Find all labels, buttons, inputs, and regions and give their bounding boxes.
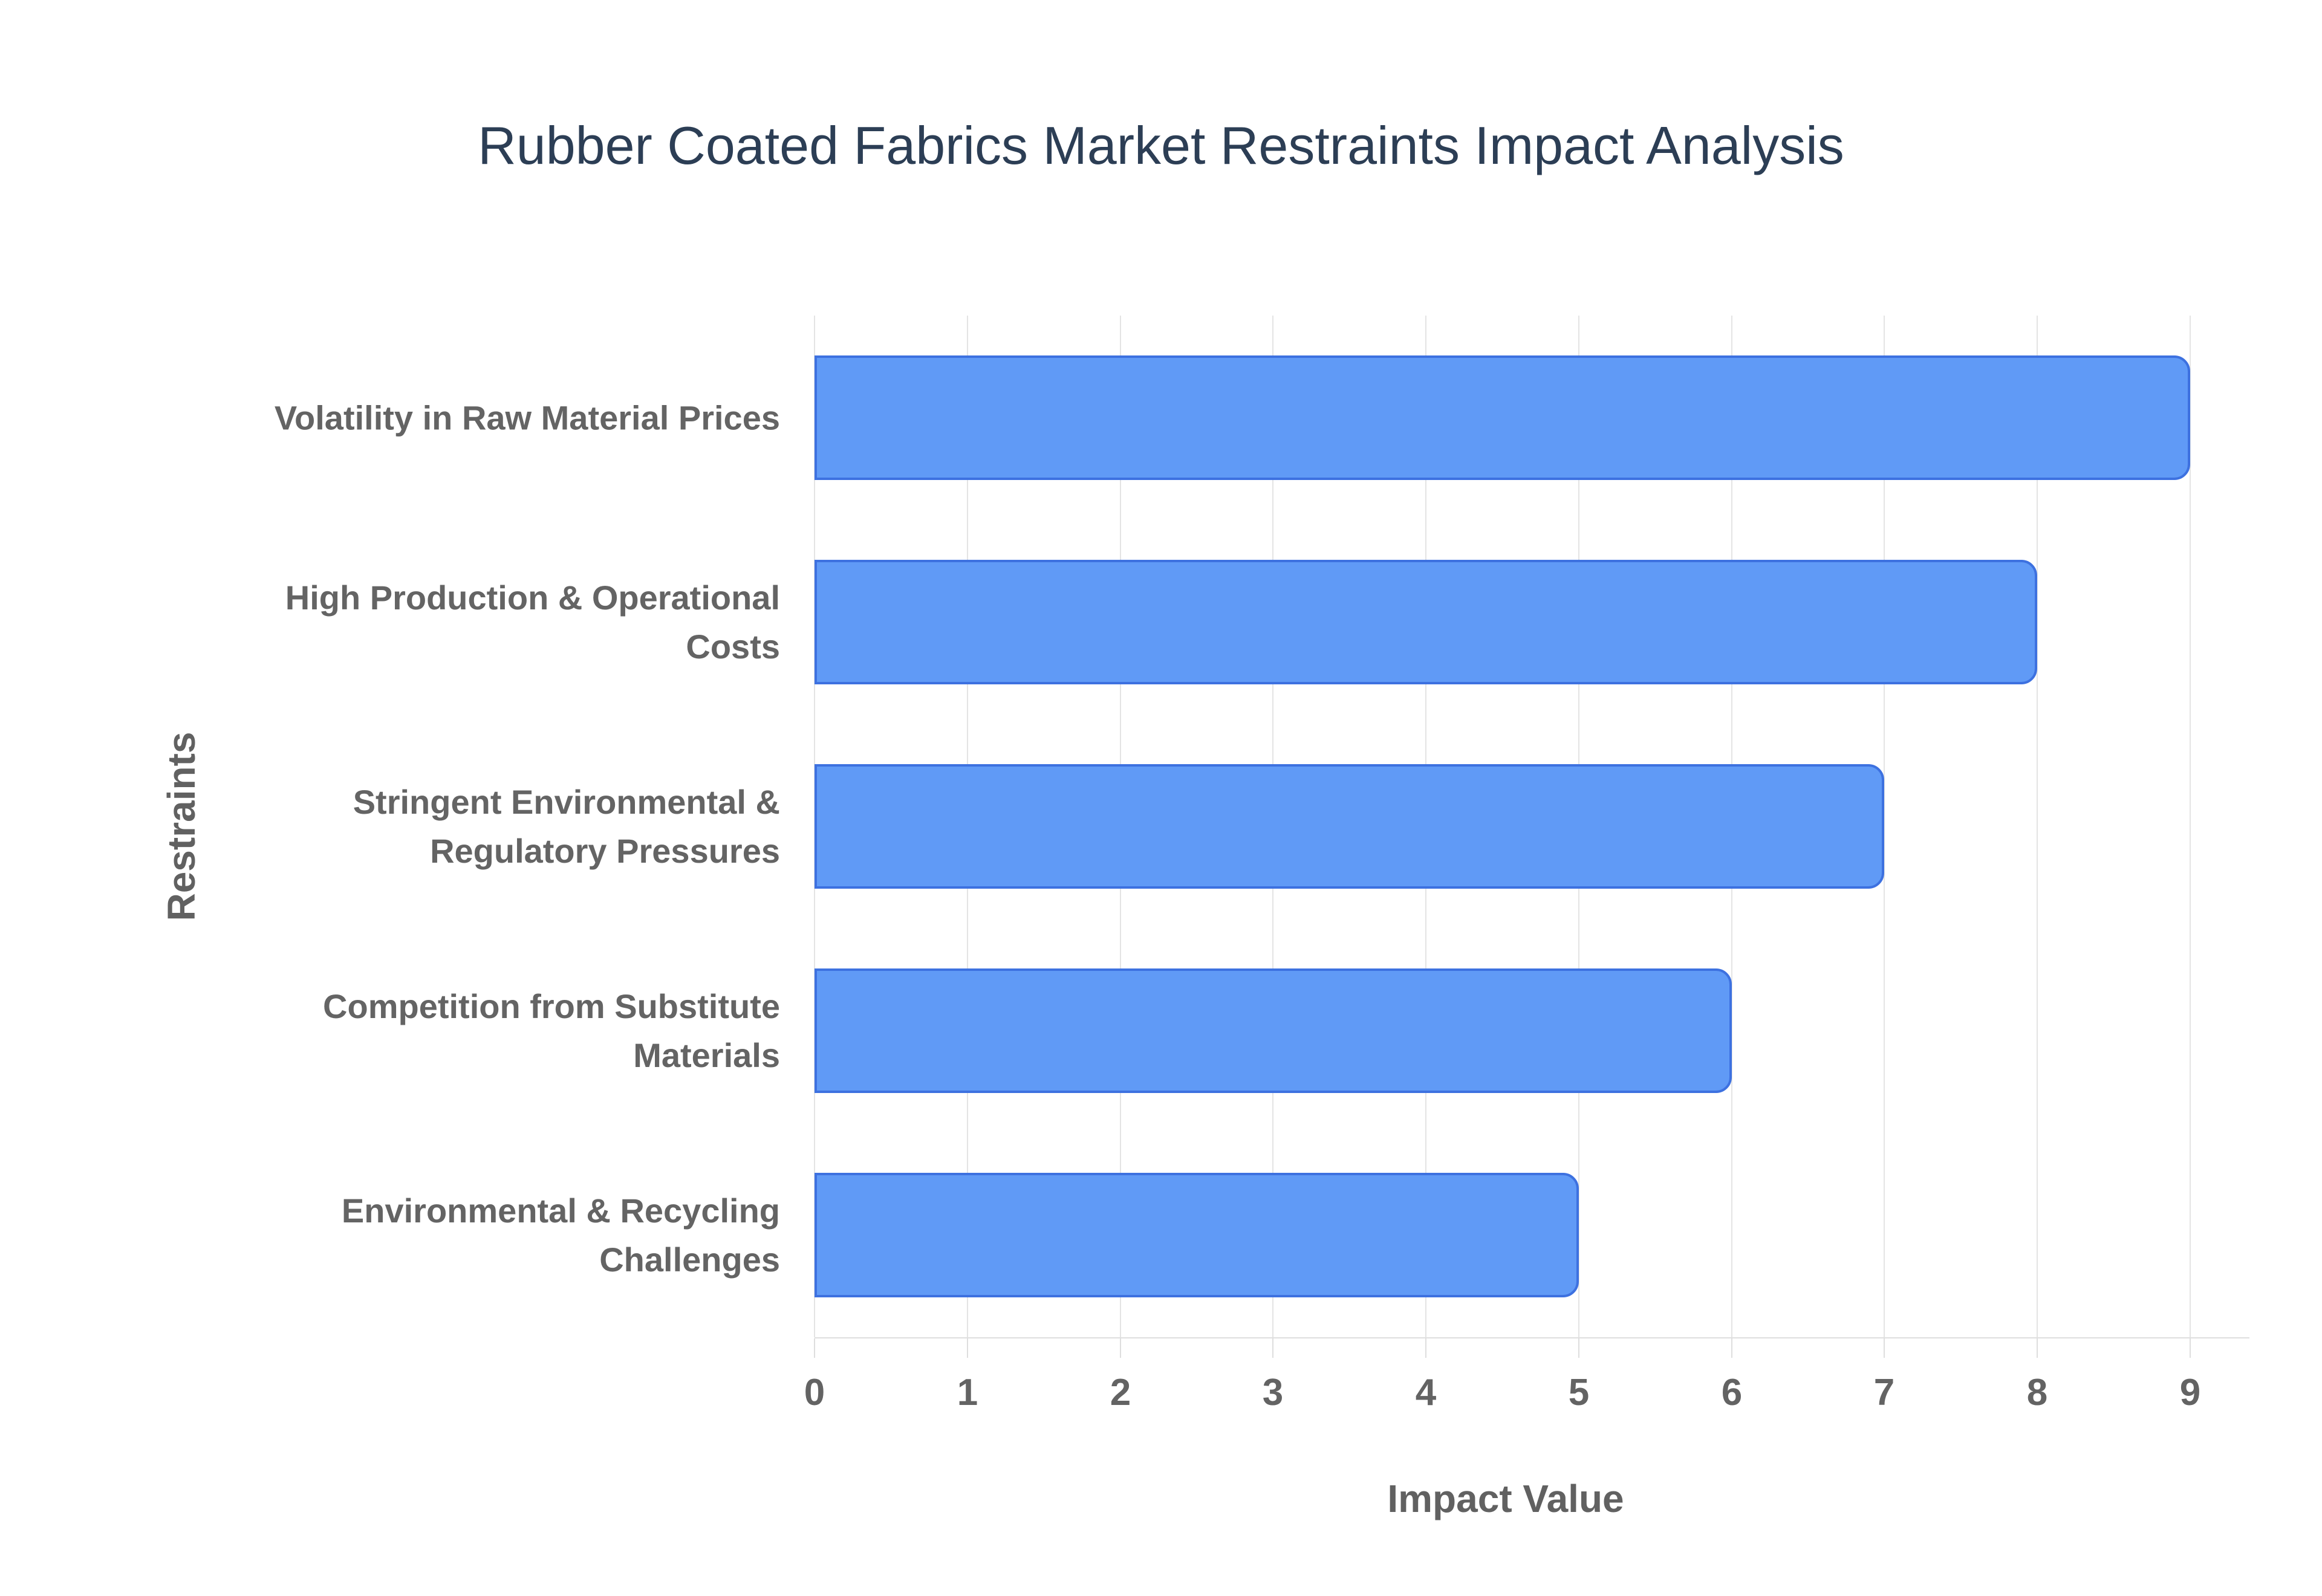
x-axis-line: [815, 1337, 2249, 1338]
x-tick-mark: [1272, 1338, 1273, 1358]
x-tick-label: 9: [2179, 1372, 2201, 1413]
bar: [815, 560, 2037, 684]
x-tick-label: 3: [1262, 1372, 1284, 1413]
y-axis-title: Restraints: [160, 731, 203, 921]
bar: [815, 1173, 1579, 1297]
category-label: Competition from Substitute Materials: [323, 987, 780, 1074]
category-label: Volatility in Raw Material Prices: [274, 398, 780, 437]
x-tick-label: 6: [1721, 1372, 1743, 1413]
bar: [815, 355, 2190, 480]
plot-area: [814, 316, 2249, 1337]
x-tick-mark: [1425, 1338, 1426, 1358]
chart-title: Rubber Coated Fabrics Market Restraints …: [478, 115, 1844, 175]
bar: [815, 968, 1732, 1093]
bar: [815, 764, 1884, 889]
x-tick-mark: [1884, 1338, 1885, 1358]
gridline: [2190, 316, 2191, 1337]
x-tick-mark: [2037, 1338, 2038, 1358]
x-tick-mark: [1731, 1338, 1732, 1358]
x-tick-mark: [1578, 1338, 1579, 1358]
x-axis-title: Impact Value: [1387, 1477, 1624, 1520]
x-tick-label: 7: [1873, 1372, 1895, 1413]
x-tick-mark: [2190, 1338, 2191, 1358]
category-label: High Production & Operational Costs: [285, 578, 780, 666]
x-tick-label: 8: [2026, 1372, 2048, 1413]
x-tick-label: 2: [1110, 1372, 1131, 1413]
x-tick-label: 5: [1568, 1372, 1590, 1413]
x-tick-label: 1: [957, 1372, 978, 1413]
x-tick-label: 0: [804, 1372, 825, 1413]
x-tick-label: 4: [1415, 1372, 1437, 1413]
gridline: [1884, 316, 1885, 1337]
category-label: Stringent Environmental & Regulatory Pre…: [353, 782, 780, 870]
x-tick-mark: [814, 1338, 815, 1358]
x-tick-mark: [1120, 1338, 1121, 1358]
gridline: [2037, 316, 2038, 1337]
category-label: Environmental & Recycling Challenges: [341, 1191, 780, 1279]
x-tick-mark: [967, 1338, 968, 1358]
